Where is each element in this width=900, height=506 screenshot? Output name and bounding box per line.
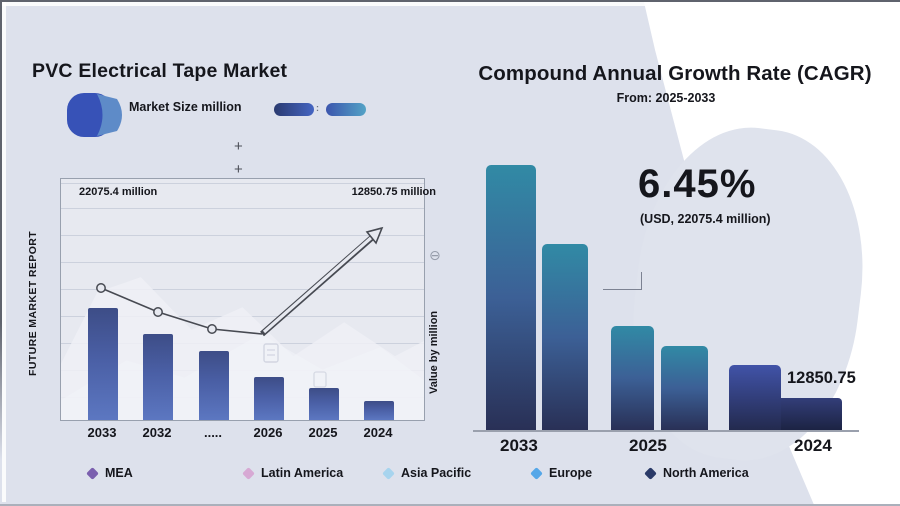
diamond-icon [382, 466, 395, 480]
diamond-icon [644, 466, 657, 480]
bar-2025 [309, 388, 339, 420]
legend-row: MEA Latin America Asia Pacific Europe No… [0, 466, 900, 486]
x-label: 2033 [87, 425, 117, 440]
x-label: 2026 [253, 425, 283, 440]
brand-logo-icon [67, 93, 122, 137]
frame-inset [2, 2, 6, 502]
minus-circle-icon: ⊖ [429, 247, 441, 263]
legend-item: Latin America [242, 466, 344, 480]
bar-dots [199, 351, 229, 420]
legend-item: Europe [530, 466, 593, 480]
x-axis-line [473, 430, 859, 432]
value-callout: 12850.75 [787, 369, 856, 387]
frame-top-line [0, 0, 900, 2]
chart-end-value: 12850.75 million [351, 186, 436, 198]
frame-inset [2, 2, 898, 6]
cagr-note: (USD, 22075.4 million) [640, 212, 771, 226]
plus-icon: + [234, 161, 243, 178]
decor-pill-teal [326, 103, 366, 116]
bar-2024 [364, 401, 394, 420]
diamond-icon [86, 466, 99, 480]
plus-icon: + [234, 138, 243, 155]
line-marker [207, 324, 217, 334]
clipboard-icon [313, 371, 327, 388]
cagr-value: 6.45% [638, 162, 757, 206]
x-label: 2033 [500, 436, 538, 455]
legend-label: Latin America [261, 466, 344, 480]
bracket-decoration [603, 272, 642, 290]
legend-label: MEA [105, 466, 133, 480]
bar-2033 [88, 308, 118, 420]
legend-item: MEA [86, 466, 133, 480]
clipboard-icon [263, 343, 279, 363]
cagr-bar-2025-b [661, 346, 708, 430]
x-label: ..... [203, 425, 223, 440]
legend-label: North America [663, 466, 749, 480]
future-market-report-watermark: FUTURE MARKET REPORT [27, 230, 39, 376]
bar-2032 [143, 334, 173, 420]
cagr-title: Compound Annual Growth Rate (CAGR) [478, 62, 872, 85]
page-title: PVC Electrical Tape Market [32, 60, 288, 82]
bar-2026 [254, 377, 284, 420]
value-axis-label: Value by million [428, 310, 440, 394]
line-marker [153, 307, 163, 317]
cagr-bar-2033-b [542, 244, 588, 430]
cagr-bar-2024-a [729, 365, 781, 430]
diamond-icon [530, 466, 543, 480]
trend-arrow-head [365, 226, 384, 245]
x-label: 2032 [142, 425, 172, 440]
frame-left-line [0, 0, 2, 460]
frame-bottom-line [0, 504, 900, 506]
cagr-bar-2025-a [611, 326, 654, 430]
decor-pill-navy [274, 103, 314, 116]
diamond-icon [242, 466, 255, 480]
cagr-subtitle: From: 2025-2033 [616, 91, 716, 105]
trend-line-overlay [96, 226, 384, 388]
x-label: 2024 [363, 425, 393, 440]
x-label: 2024 [794, 436, 832, 455]
declining-line [100, 287, 263, 335]
market-size-chart-panel: 22075.4 million 12850.75 million [60, 178, 436, 421]
cagr-bar-2024-b [781, 398, 842, 430]
cagr-chart: 6.45% (USD, 22075.4 million) 12850.75 20… [470, 140, 890, 460]
legend-label: Europe [549, 466, 593, 480]
brand-label: Market Size million [129, 100, 242, 114]
line-marker [96, 283, 106, 293]
legend-label: Asia Pacific [401, 466, 472, 480]
legend-item: Asia Pacific [382, 466, 472, 480]
x-label: 2025 [308, 425, 338, 440]
legend-item: North America [644, 466, 749, 480]
x-axis-labels: 2033 2032 ..... 2026 2025 2024 [60, 425, 425, 443]
x-label: 2025 [629, 436, 667, 455]
chart-start-value: 22075.4 million [79, 186, 158, 198]
pill-separator: : [316, 103, 319, 113]
cagr-bar-2033-a [486, 165, 536, 430]
